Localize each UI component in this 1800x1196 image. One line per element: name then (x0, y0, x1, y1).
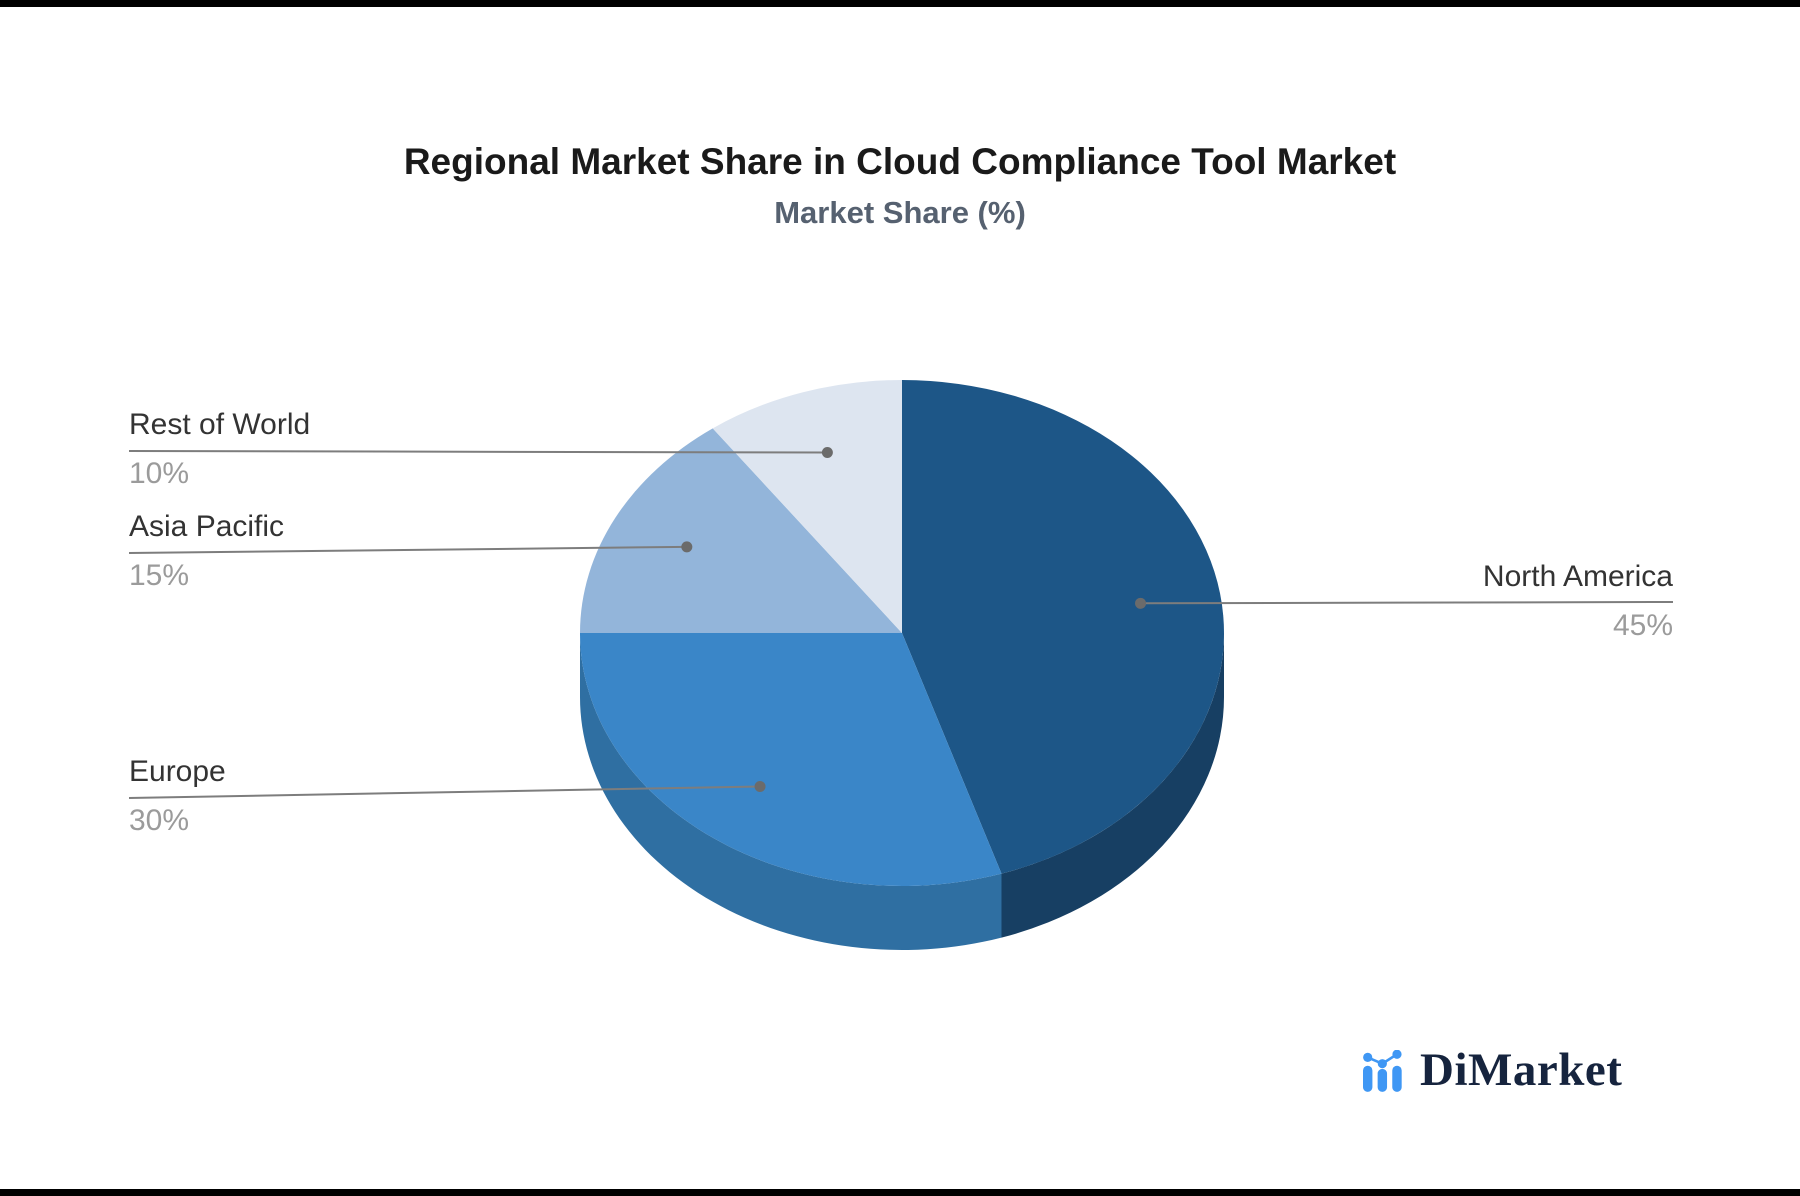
top-border (0, 0, 1800, 7)
callout-label-europe: Europe (129, 755, 226, 788)
chart-subtitle: Market Share (%) (774, 195, 1026, 230)
leader-dot (681, 541, 693, 553)
leader-line (128, 785, 761, 799)
callout-label-north-america: North America (1482, 560, 1673, 593)
leader-dot (754, 781, 766, 793)
leader-line (128, 545, 687, 554)
chart-title: Regional Market Share in Cloud Complianc… (403, 141, 1397, 182)
brand-logo: DiMarket (1363, 1044, 1622, 1096)
leader-line (128, 450, 828, 454)
callout-value-asia-pacific: 15% (129, 559, 190, 592)
callout-value-rest-of-world: 10% (129, 457, 190, 490)
callout-label-asia-pacific: Asia Pacific (129, 510, 285, 543)
callout-label-rest-of-world: Rest of World (129, 408, 311, 441)
callout-value-europe: 30% (129, 804, 190, 837)
bottom-border (0, 1189, 1800, 1196)
brand-name: DiMarket (1420, 1044, 1623, 1096)
leader-dot (1135, 597, 1147, 609)
leader-line (1140, 601, 1674, 605)
bar-chart-trend-logo-icon (1363, 1050, 1402, 1092)
callout-value-north-america: 45% (1612, 609, 1673, 642)
leader-dot (821, 447, 833, 459)
